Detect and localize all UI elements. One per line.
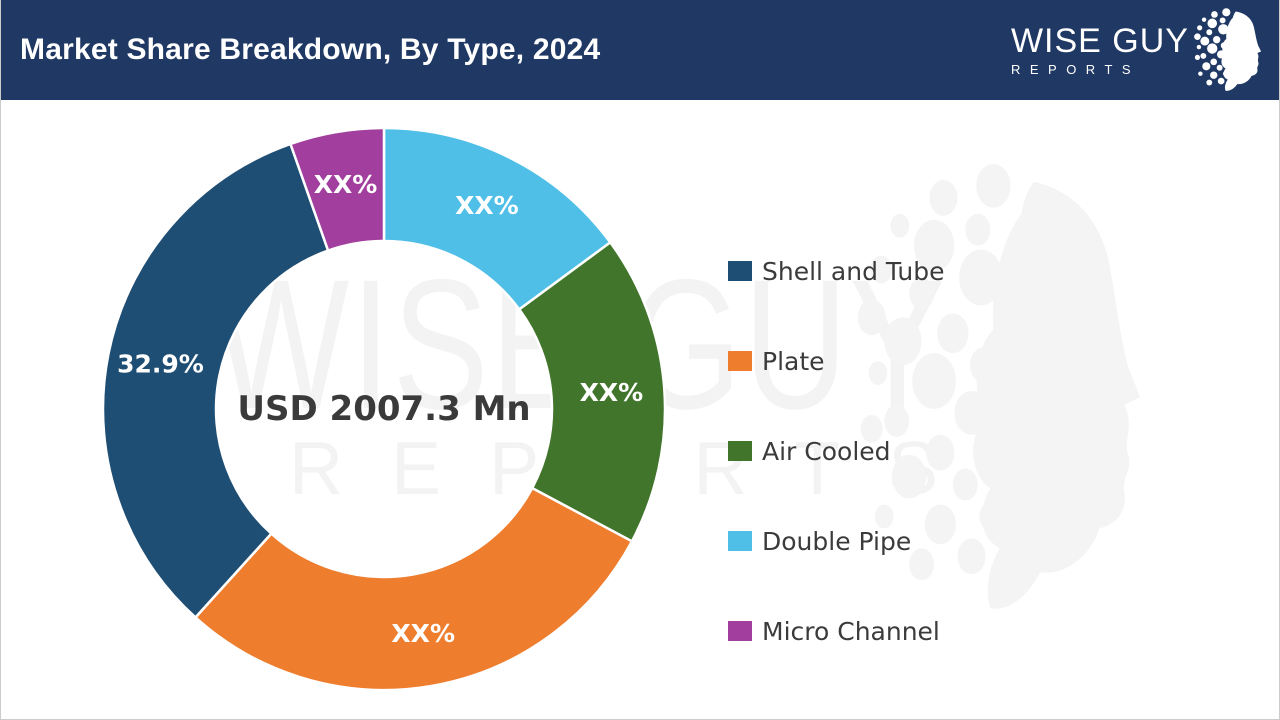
- legend-label-shell_and_tube: Shell and Tube: [762, 256, 945, 286]
- slice-label-plate: XX%: [391, 619, 455, 648]
- slice-label-shell_and_tube: 32.9%: [117, 350, 204, 379]
- legend-item-shell_and_tube: Shell and Tube: [728, 256, 944, 286]
- legend-swatch-shell_and_tube: [728, 261, 752, 281]
- legend-label-micro_channel: Micro Channel: [762, 616, 940, 646]
- logo-line1: WISE GUY: [1010, 22, 1189, 60]
- donut-slice-labels: XX% XX% XX% 32.9% XX%: [117, 170, 643, 648]
- legend-item-double_pipe: Double Pipe: [728, 526, 944, 556]
- donut-slice-air_cooled: [518, 241, 667, 543]
- donut-slice-plate: [194, 486, 634, 692]
- legend-swatch-plate: [728, 351, 752, 371]
- legend-item-plate: Plate: [728, 346, 944, 376]
- logo-text: WISE GUY REPORTS: [1011, 23, 1189, 77]
- legend-label-plate: Plate: [762, 346, 825, 376]
- legend-label-air_cooled: Air Cooled: [762, 436, 891, 466]
- slice-label-double_pipe: XX%: [455, 191, 519, 220]
- slice-label-micro_channel: XX%: [314, 170, 378, 199]
- donut-slice-shell_and_tube: [101, 142, 330, 619]
- legend-swatch-micro_channel: [728, 621, 752, 641]
- page-title: Market Share Breakdown, By Type, 2024: [20, 33, 601, 66]
- donut-slices: [101, 126, 667, 692]
- chart-legend: Shell and Tube Plate Air Cooled Double Pipe…: [728, 256, 944, 706]
- legend-item-micro_channel: Micro Channel: [728, 616, 944, 646]
- legend-item-air_cooled: Air Cooled: [728, 436, 944, 466]
- wise-guy-logo: WISE GUY REPORTS: [1011, 6, 1267, 94]
- donut-center-value: USD 2007.3 Mn: [237, 389, 530, 429]
- donut-slice-micro_channel: [289, 126, 386, 252]
- slice-label-air_cooled: XX%: [580, 378, 644, 407]
- logo-head-icon: [1194, 8, 1262, 91]
- legend-swatch-double_pipe: [728, 531, 752, 551]
- legend-swatch-air_cooled: [728, 441, 752, 461]
- legend-label-double_pipe: Double Pipe: [762, 526, 912, 556]
- logo-line2: REPORTS: [1010, 62, 1141, 77]
- header: Market Share Breakdown, By Type, 2024 WI…: [1, 0, 1279, 100]
